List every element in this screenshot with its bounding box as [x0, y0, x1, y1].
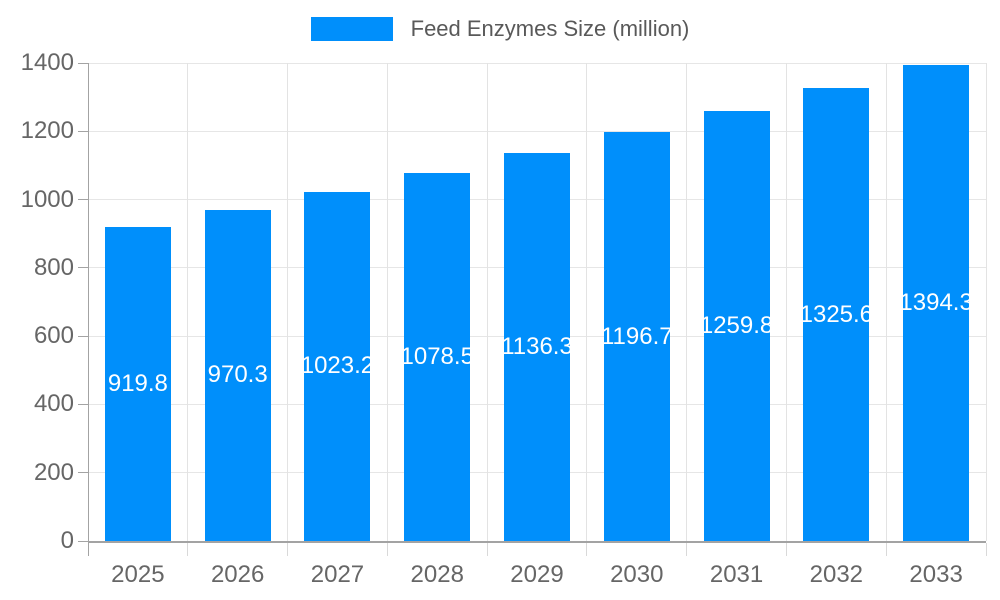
gridline-v	[287, 63, 289, 541]
bar-value-label: 1259.8	[699, 311, 774, 339]
x-axis-tick	[785, 543, 787, 556]
bar[interactable]	[104, 226, 171, 541]
x-axis-label: 2030	[610, 561, 664, 588]
chart-legend[interactable]: Feed Enzymes Size (million)	[0, 14, 1000, 44]
bar[interactable]	[603, 132, 670, 541]
y-axis-label: 1400	[20, 49, 74, 76]
x-axis-line	[88, 541, 986, 543]
x-axis-label: 2025	[111, 561, 165, 588]
y-axis-tick	[78, 62, 88, 64]
x-axis-label: 2033	[909, 561, 963, 588]
y-axis-tick	[78, 199, 88, 201]
x-axis-tick	[486, 543, 488, 556]
x-axis-tick	[586, 543, 588, 556]
gridline-v	[187, 63, 189, 541]
y-axis-label: 400	[33, 390, 74, 418]
bar[interactable]	[304, 191, 371, 541]
x-axis-label: 2031	[709, 561, 764, 588]
bar[interactable]	[504, 153, 570, 541]
x-axis-label: 2032	[809, 561, 864, 588]
x-axis-tick	[187, 543, 189, 556]
y-axis-tick	[78, 403, 88, 405]
x-axis-tick	[686, 543, 688, 556]
bar-value-label: 1136.3	[501, 333, 573, 361]
x-axis-label: 2026	[210, 561, 265, 588]
x-axis-label: 2029	[510, 561, 564, 588]
y-axis-label: 800	[33, 253, 74, 281]
bar-value-label: 1078.5	[400, 342, 474, 370]
y-axis-tick	[78, 335, 88, 337]
bar-value-label: 1023.2	[300, 352, 375, 380]
x-axis-tick	[985, 543, 987, 556]
y-axis-label: 0	[60, 527, 74, 554]
y-axis-tick	[78, 540, 88, 542]
gridline-v	[985, 63, 987, 541]
gridline-v	[885, 63, 887, 541]
gridline-v	[386, 63, 388, 541]
y-axis-label: 1000	[20, 185, 74, 213]
gridline-h	[88, 62, 986, 64]
x-axis-tick	[287, 543, 289, 556]
legend-label: Feed Enzymes Size (million)	[410, 16, 690, 41]
bar[interactable]	[404, 172, 471, 541]
bar[interactable]	[703, 110, 770, 541]
bar-value-label: 970.3	[207, 361, 268, 389]
y-axis-tick	[78, 267, 88, 269]
y-axis-label: 1200	[20, 117, 74, 145]
bar[interactable]	[803, 88, 870, 541]
bar-value-label: 919.8	[107, 369, 168, 397]
y-axis-tick	[78, 472, 88, 474]
gridline-v	[785, 63, 787, 541]
bar[interactable]	[903, 64, 970, 541]
bar-value-label: 1394.3	[899, 288, 973, 316]
y-axis-label: 200	[33, 458, 74, 486]
bar-value-label: 1196.7	[600, 322, 673, 350]
x-axis-tick	[386, 543, 388, 556]
y-axis-tick	[78, 130, 88, 132]
gridline-h	[88, 130, 986, 132]
gridline-v	[586, 63, 588, 541]
gridline-v	[686, 63, 688, 541]
gridline-v	[486, 63, 488, 541]
y-axis-line	[88, 63, 89, 556]
x-axis-tick	[885, 543, 887, 556]
x-axis-label: 2028	[410, 561, 464, 588]
x-axis-label: 2027	[310, 561, 365, 588]
bar[interactable]	[204, 209, 271, 541]
bar-value-label: 1325.6	[799, 300, 874, 328]
y-axis-label: 600	[33, 322, 74, 350]
legend-swatch	[310, 17, 393, 41]
